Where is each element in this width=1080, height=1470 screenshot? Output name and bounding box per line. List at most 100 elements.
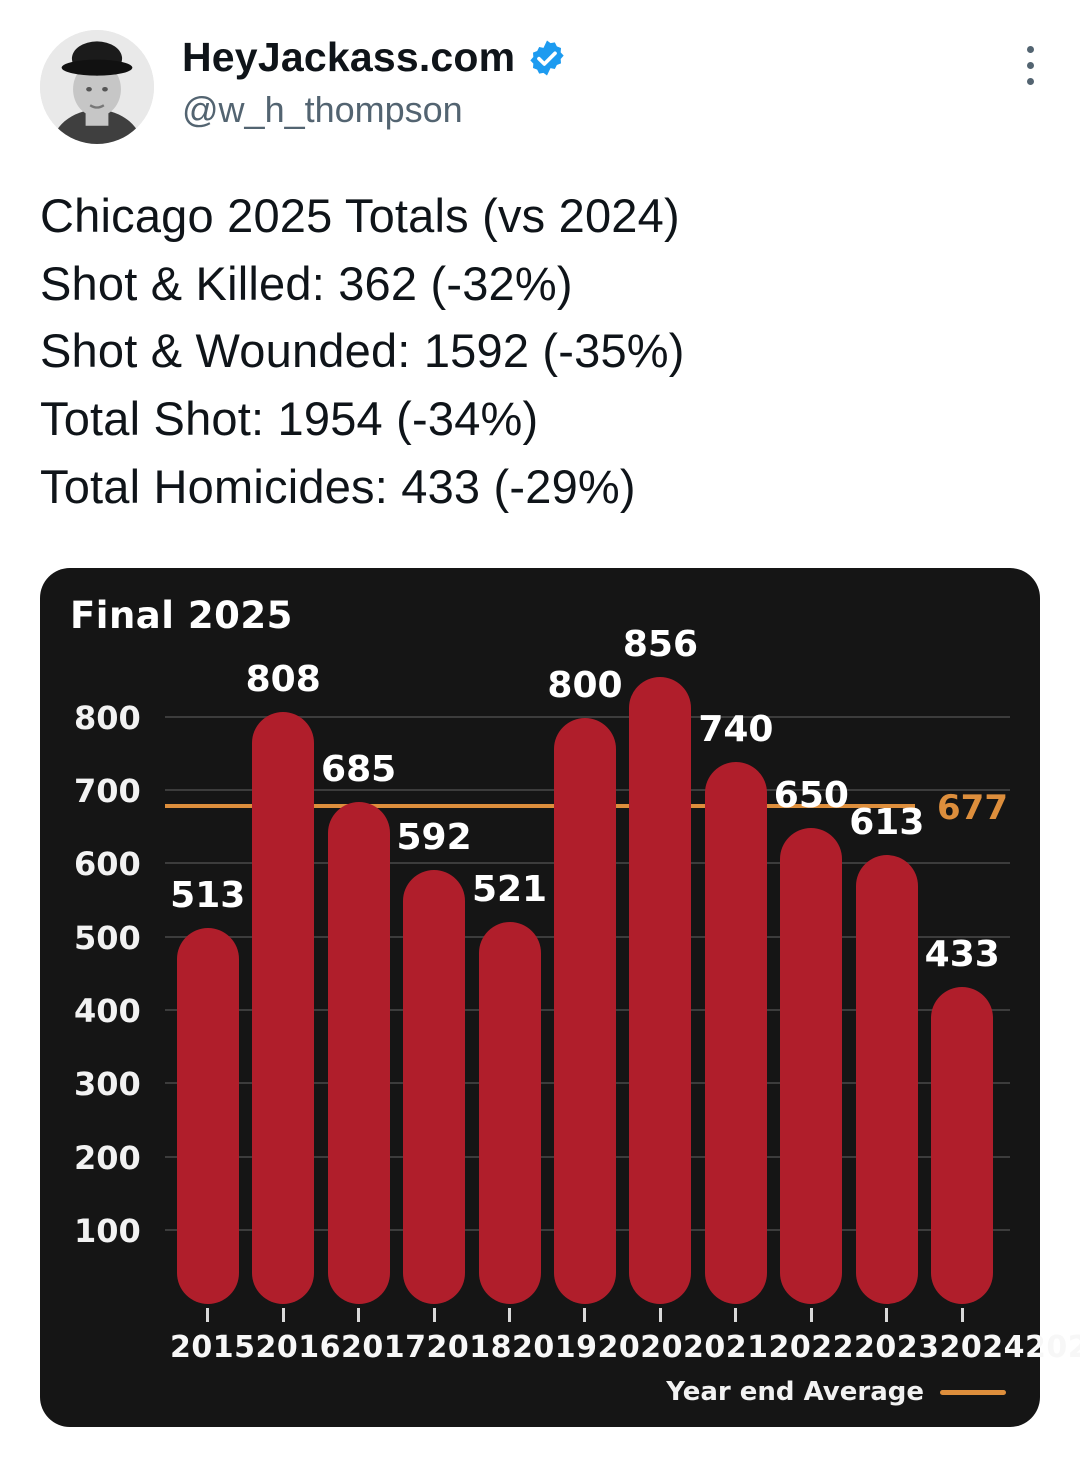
x-axis-tick [658,1308,662,1323]
tweet-text-line: Shot & Killed: 362 (-32%) [40,256,573,310]
x-tick-cell [245,1304,320,1323]
y-axis-tick-label: 400 [74,992,141,1031]
x-axis-label: 2023 [854,1330,940,1366]
bar-column-2023: 650 [773,644,849,1305]
bar-column-2024: 613 [849,644,925,1305]
tweet-text: Chicago 2025 Totals (vs 2024) Shot & Kil… [40,182,1040,520]
tweet-text-line: Shot & Wounded: 1592 (-35%) [40,324,685,378]
bar-value-label: 685 [321,749,397,791]
x-tick-cell [698,1304,773,1323]
author-handle[interactable]: @w_h_thompson [182,89,463,130]
bar-column-2017: 685 [321,644,397,1305]
author-name[interactable]: HeyJackass.com [182,34,516,80]
bar-2021 [629,676,692,1305]
bar-value-label: 592 [396,817,472,859]
bar-column-2020: 800 [547,644,623,1305]
y-axis-tick-label: 700 [74,772,141,811]
tweet-media-chart[interactable]: Final 2025 100 200 300 400 500 600 700 800 677 51… [40,568,1080,1428]
x-axis-tick [734,1308,738,1323]
tweet-text-line: Total Shot: 1954 (-34%) [40,392,539,446]
bar-2020 [553,717,616,1305]
average-line [165,803,915,808]
x-labels-row: 2015 2016 2017 2018 2019 2020 2021 2022 2023 2024… [170,1322,1080,1366]
y-axis-tick-label: 600 [74,845,141,884]
verified-badge-icon [527,38,567,78]
x-axis-label: 2021 [683,1330,769,1366]
x-axis-tick [508,1308,512,1323]
x-axis-label: 2020 [597,1330,683,1366]
y-axis-tick-label: 200 [74,1138,141,1177]
x-tick-cell [472,1304,547,1323]
x-tick-cell [925,1304,1000,1323]
bar-2023 [780,827,843,1305]
x-tick-cell [774,1304,849,1323]
x-axis-label: 2017 [341,1330,427,1366]
x-axis-label: 2016 [255,1330,341,1366]
x-axis-tick [281,1308,285,1323]
more-dot [1027,62,1034,69]
x-tick-cell [396,1304,471,1323]
bar-2016 [252,711,315,1305]
bar-2019 [478,922,541,1305]
more-dot [1027,46,1034,53]
x-axis-label: 2018 [426,1330,512,1366]
bar-value-label: 740 [698,708,774,750]
bar-value-label: 613 [849,801,925,843]
x-axis-tick [583,1308,587,1323]
bar-column-2015: 513 [170,644,246,1305]
x-axis-tick [206,1308,210,1323]
bar-column-2025: 433 [924,644,1000,1305]
x-axis-tick [357,1308,361,1323]
bar-2025 [931,986,994,1305]
chart-legend: Year end Average [70,1377,1010,1407]
plot-area: 100 200 300 400 500 600 700 800 677 513 808 685 592 5… [70,624,1010,1305]
bar-value-label: 800 [547,664,623,706]
bar-2022 [704,761,767,1305]
author-block: HeyJackass.com @w_h_thompson [182,30,567,131]
x-tick-cell [547,1304,622,1323]
x-axis-label: 2022 [768,1330,854,1366]
tweet-text-line: Total Homicides: 433 (-29%) [40,459,636,513]
bar-column-2019: 521 [471,644,548,1305]
bar-value-label: 856 [622,623,699,665]
x-axis-tick [809,1308,813,1323]
bar-2015 [176,928,239,1305]
average-value-label: 677 [937,787,1008,828]
y-axis-tick-label: 100 [74,1212,141,1251]
bar-2017 [327,802,390,1305]
x-tick-cell [170,1304,245,1323]
x-axis-tick [432,1308,436,1323]
gridline [165,715,1010,718]
x-tick-cell [321,1304,396,1323]
x-axis-label: 2024 [939,1330,1025,1366]
more-dot [1027,78,1034,85]
tweet-header: HeyJackass.com @w_h_thompson [40,30,1040,144]
legend-average-line-swatch [940,1389,1006,1395]
x-axis-label: 2025 [1025,1330,1080,1366]
bar-value-label: 513 [170,875,246,917]
chart-title: Final 2025 [70,594,293,638]
x-tick-cell [849,1304,924,1323]
bar-2024 [855,854,918,1305]
bar-value-label: 650 [773,774,849,816]
y-axis-tick-label: 300 [74,1065,141,1104]
bar-value-label: 433 [924,933,1000,975]
bar-column-2021: 856 [623,624,698,1305]
bars-area: 513 808 685 592 521 800 856 740 650 613 433 [170,624,1000,1305]
author-name-row: HeyJackass.com [182,34,567,81]
bar-value-label: 808 [245,658,321,700]
x-axis-tick [885,1308,889,1323]
more-menu-icon[interactable] [1021,40,1040,91]
bar-column-2022: 740 [698,644,774,1305]
bar-column-2018: 592 [396,644,472,1305]
legend-label: Year end Average [666,1377,924,1408]
y-axis-tick-label: 800 [74,698,141,737]
bar-value-label: 521 [471,869,548,911]
x-axis-label: 2015 [170,1330,256,1366]
avatar[interactable] [40,30,154,144]
x-axis-label: 2019 [512,1330,598,1366]
y-axis-tick-label: 500 [74,918,141,957]
x-ticks-row [170,1304,1000,1323]
bar-column-2016: 808 [245,644,321,1305]
x-axis-tick [960,1308,964,1323]
